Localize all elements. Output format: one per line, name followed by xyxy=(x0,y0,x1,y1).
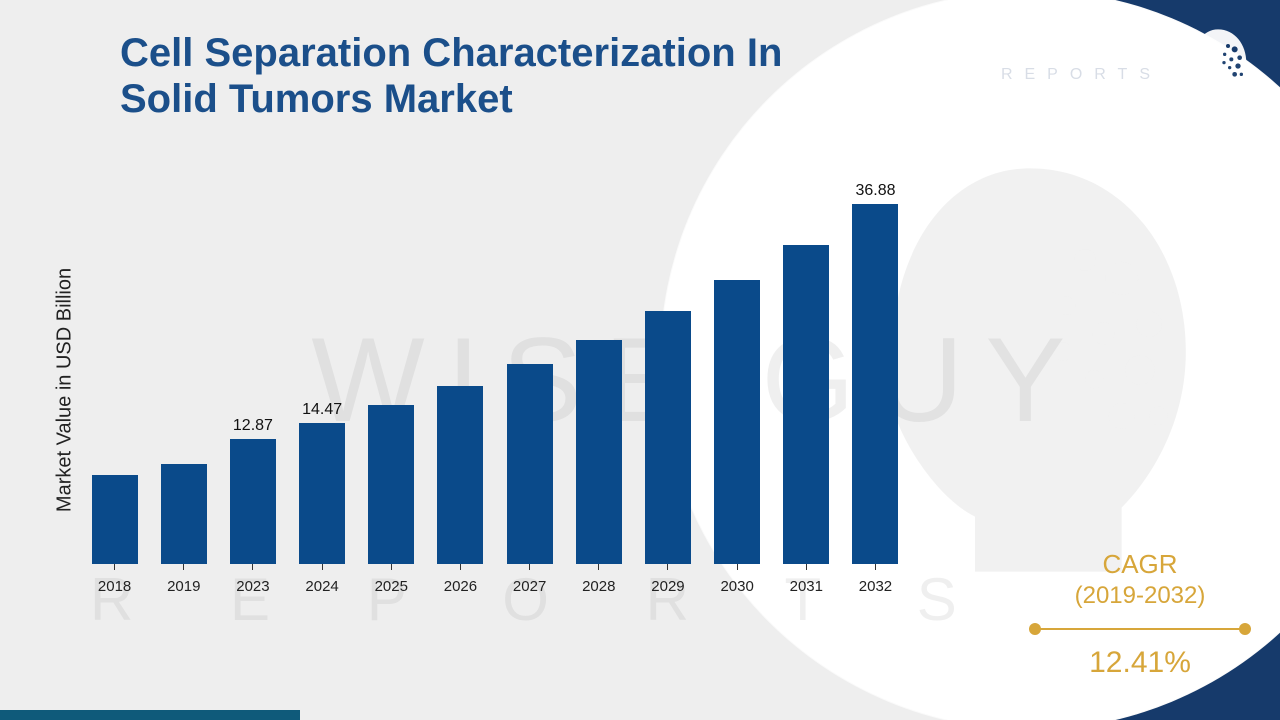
x-axis-label: 2027 xyxy=(495,570,564,595)
bar-wrap xyxy=(80,180,149,570)
brand-logo: WISE GUY REPORTS xyxy=(1001,30,1162,84)
bar xyxy=(92,475,138,564)
y-axis-label: Market Value in USD Billion xyxy=(54,268,77,512)
cagr-block: CAGR (2019-2032) 12.41% xyxy=(1000,549,1280,680)
bars-container: 12.87 14.47 36.88 xyxy=(80,180,910,570)
x-axis-label: 2029 xyxy=(633,570,702,595)
cagr-divider xyxy=(1035,628,1245,630)
bar-wrap: 36.88 xyxy=(841,180,910,570)
bar xyxy=(507,364,553,564)
infographic-stage: WISE GUY R E P O R T S Cell Separation C… xyxy=(0,0,1280,720)
bar-value-label: 12.87 xyxy=(233,417,273,435)
bar xyxy=(230,439,276,564)
bar-wrap xyxy=(703,180,772,570)
bar xyxy=(576,340,622,564)
bar xyxy=(299,423,345,564)
cagr-value: 12.41% xyxy=(1000,646,1280,680)
bar xyxy=(783,245,829,564)
x-axis-label: 2032 xyxy=(841,570,910,595)
x-axis-label: 2030 xyxy=(703,570,772,595)
bar-wrap: 12.87 xyxy=(218,180,287,570)
x-axis-label: 2031 xyxy=(772,570,841,595)
bar xyxy=(714,280,760,564)
x-axis-label: 2023 xyxy=(218,570,287,595)
logo-line1: WISE GUY xyxy=(1001,30,1162,64)
bar-value-label: 14.47 xyxy=(302,401,342,419)
x-axis-label: 2028 xyxy=(564,570,633,595)
cagr-range: (2019-2032) xyxy=(1000,582,1280,610)
x-axis-label: 2025 xyxy=(357,570,426,595)
x-axis-label: 2026 xyxy=(426,570,495,595)
x-axis-label: 2024 xyxy=(288,570,357,595)
bar xyxy=(645,311,691,564)
bar xyxy=(368,405,414,564)
bar-wrap xyxy=(149,180,218,570)
logo-line2: REPORTS xyxy=(1001,66,1162,84)
bar xyxy=(852,204,898,564)
bar-wrap xyxy=(357,180,426,570)
bar-value-label: 36.88 xyxy=(855,182,895,200)
bar xyxy=(437,386,483,564)
bar-wrap xyxy=(495,180,564,570)
x-axis-label: 2018 xyxy=(80,570,149,595)
plot-area: 12.87 14.47 36.88 xyxy=(80,180,910,570)
bar-wrap xyxy=(564,180,633,570)
bar-wrap xyxy=(633,180,702,570)
bar-wrap xyxy=(426,180,495,570)
cagr-label: CAGR xyxy=(1000,549,1280,580)
bar-wrap: 14.47 xyxy=(288,180,357,570)
x-axis-labels: 2018201920232024202520262027202820292030… xyxy=(80,570,910,600)
x-axis-label: 2019 xyxy=(149,570,218,595)
bar-wrap xyxy=(772,180,841,570)
chart-title: Cell Separation Characterization In Soli… xyxy=(120,30,860,122)
footer-accent-bar xyxy=(0,710,300,720)
bar xyxy=(161,464,207,564)
bar-chart: 12.87 14.47 36.88 201820192023202420252026… xyxy=(80,180,910,600)
